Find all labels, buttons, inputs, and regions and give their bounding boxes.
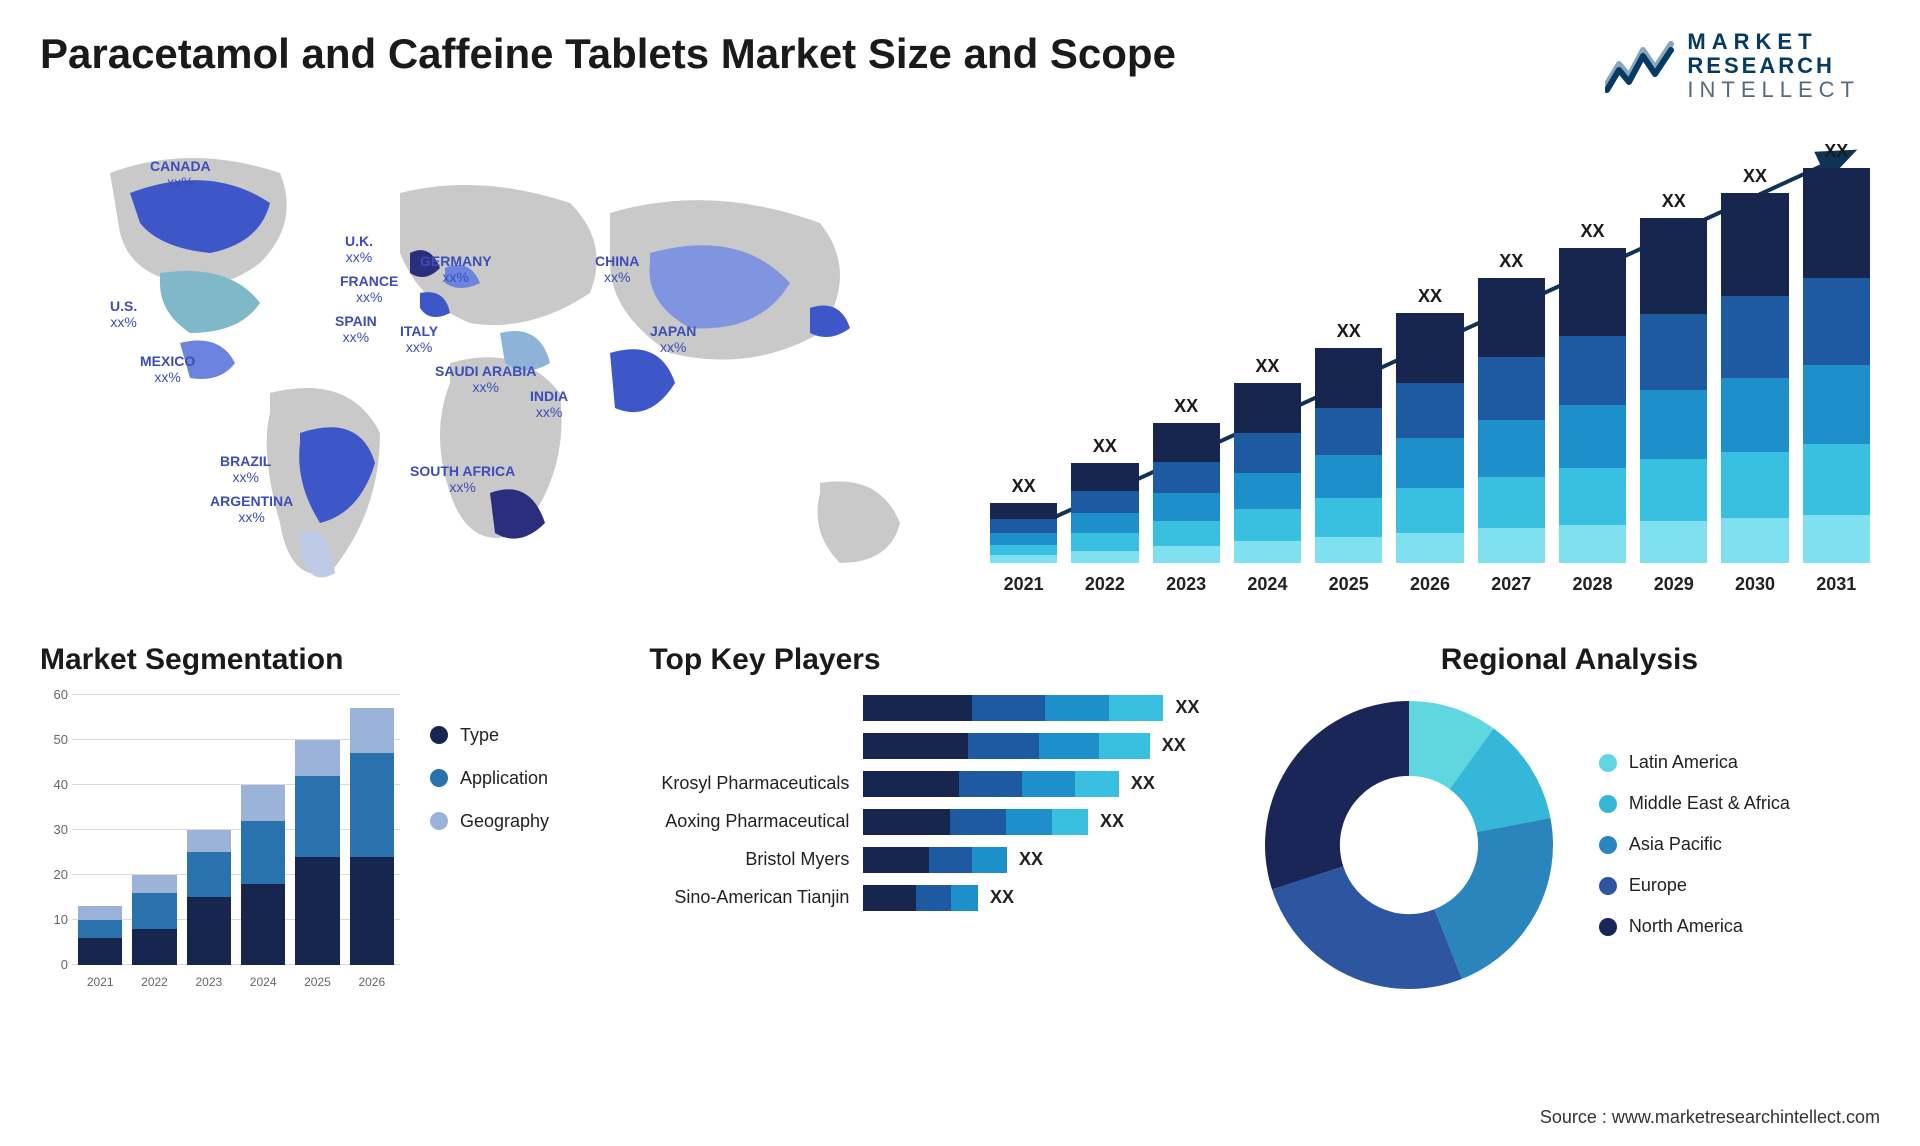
growth-value-label: XX (1580, 221, 1604, 242)
keyplayer-label: Bristol Myers (649, 849, 849, 870)
growth-value-label: XX (1093, 436, 1117, 457)
growth-bar-2022: XX (1071, 436, 1138, 563)
seg-legend-type: Type (430, 725, 549, 746)
keyplayer-value: XX (1100, 811, 1124, 832)
source-footer: Source : www.marketresearchintellect.com (1540, 1107, 1880, 1128)
map-label-india: INDIAxx% (530, 388, 568, 422)
keyplayer-row-3: Aoxing Pharmaceutical XX (649, 809, 1218, 835)
growth-year-2021: 2021 (990, 574, 1057, 595)
regional-legend-north-america: North America (1599, 916, 1790, 937)
growth-value-label: XX (1012, 476, 1036, 497)
map-label-germany: GERMANYxx% (420, 253, 492, 287)
segmentation-chart: 0102030405060 202120222023202420252026 (40, 695, 400, 995)
map-label-spain: SPAINxx% (335, 313, 377, 347)
growth-value-label: XX (1743, 166, 1767, 187)
segmentation-legend: Type Application Geography (430, 725, 549, 995)
keyplayer-value: XX (1162, 735, 1186, 756)
seg-bar-2022 (132, 875, 176, 965)
growth-bar-2030: XX (1721, 166, 1788, 563)
growth-year-2025: 2025 (1315, 574, 1382, 595)
map-label-saudiarabia: SAUDI ARABIAxx% (435, 363, 536, 397)
growth-value-label: XX (1337, 321, 1361, 342)
world-map-panel: CANADAxx% U.S.xx%MEXICOxx% BRAZILxx% ARGENT… (40, 133, 940, 603)
growth-value-label: XX (1418, 286, 1442, 307)
keyplayer-label: Aoxing Pharmaceutical (649, 811, 849, 832)
regional-donut (1259, 695, 1559, 995)
growth-year-2027: 2027 (1478, 574, 1545, 595)
growth-value-label: XX (1499, 251, 1523, 272)
map-label-southafrica: SOUTH AFRICAxx% (410, 463, 515, 497)
map-label-us: U.S.xx% (110, 298, 137, 332)
growth-year-2022: 2022 (1071, 574, 1138, 595)
growth-bar-2028: XX (1559, 221, 1626, 563)
keyplayer-row-1: XX (649, 733, 1218, 759)
keyplayer-value: XX (1175, 697, 1199, 718)
growth-year-2023: 2023 (1153, 574, 1220, 595)
growth-year-2030: 2030 (1721, 574, 1788, 595)
growth-year-2031: 2031 (1803, 574, 1870, 595)
growth-bar-2031: XX (1803, 141, 1870, 563)
keyplayers-title: Top Key Players (649, 643, 1218, 677)
seg-bar-2023 (187, 830, 231, 965)
map-label-brazil: BRAZILxx% (220, 453, 271, 487)
keyplayers-chart: XXXXKrosyl PharmaceuticalsXXAoxing Pharm… (649, 695, 1218, 911)
segmentation-title: Market Segmentation (40, 643, 609, 677)
keyplayer-value: XX (1019, 849, 1043, 870)
growth-year-2024: 2024 (1234, 574, 1301, 595)
regional-legend-europe: Europe (1599, 875, 1790, 896)
growth-value-label: XX (1824, 141, 1848, 162)
map-label-france: FRANCExx% (340, 273, 398, 307)
regional-legend-latin-america: Latin America (1599, 752, 1790, 773)
growth-bar-2023: XX (1153, 396, 1220, 563)
keyplayer-value: XX (1131, 773, 1155, 794)
logo-line3: INTELLECT (1687, 78, 1860, 102)
growth-value-label: XX (1174, 396, 1198, 417)
regional-legend-middle-east---africa: Middle East & Africa (1599, 793, 1790, 814)
brand-logo: MARKET RESEARCH INTELLECT (1605, 30, 1860, 103)
map-label-china: CHINAxx% (595, 253, 639, 287)
seg-bar-2021 (78, 906, 122, 965)
donut-seg-europe (1272, 866, 1462, 989)
growth-bar-2025: XX (1315, 321, 1382, 563)
seg-legend-geography: Geography (430, 811, 549, 832)
growth-bar-2024: XX (1234, 356, 1301, 563)
map-label-argentina: ARGENTINAxx% (210, 493, 293, 527)
keyplayer-row-4: Bristol Myers XX (649, 847, 1218, 873)
growth-year-2028: 2028 (1559, 574, 1626, 595)
seg-bar-2025 (295, 740, 339, 965)
logo-line2: RESEARCH (1687, 54, 1860, 78)
growth-bar-2021: XX (990, 476, 1057, 563)
map-label-italy: ITALYxx% (400, 323, 438, 357)
donut-seg-north-america (1265, 701, 1409, 889)
keyplayer-value: XX (990, 887, 1014, 908)
regional-legend: Latin America Middle East & Africa Asia Pa… (1599, 752, 1790, 937)
map-label-mexico: MEXICOxx% (140, 353, 195, 387)
map-label-japan: JAPANxx% (650, 323, 696, 357)
growth-bar-2027: XX (1478, 251, 1545, 563)
keyplayer-row-2: Krosyl Pharmaceuticals XX (649, 771, 1218, 797)
logo-line1: MARKET (1687, 30, 1860, 54)
regional-legend-asia-pacific: Asia Pacific (1599, 834, 1790, 855)
growth-chart: XX XX XX XX XX XX XX XX XX XX XX 2021 2022 2023 2024 2… (980, 133, 1880, 603)
keyplayer-label: Krosyl Pharmaceuticals (649, 773, 849, 794)
growth-bar-2029: XX (1640, 191, 1707, 563)
regional-title: Regional Analysis (1259, 643, 1880, 677)
seg-bar-2026 (350, 708, 394, 965)
seg-bar-2024 (241, 785, 285, 965)
growth-value-label: XX (1662, 191, 1686, 212)
map-label-uk: U.K.xx% (345, 233, 373, 267)
keyplayer-row-5: Sino-American Tianjin XX (649, 885, 1218, 911)
page-title: Paracetamol and Caffeine Tablets Market … (40, 30, 1176, 78)
keyplayer-label: Sino-American Tianjin (649, 887, 849, 908)
growth-bar-2026: XX (1396, 286, 1463, 563)
growth-year-2026: 2026 (1396, 574, 1463, 595)
growth-year-2029: 2029 (1640, 574, 1707, 595)
seg-legend-application: Application (430, 768, 549, 789)
growth-value-label: XX (1255, 356, 1279, 377)
keyplayer-row-0: XX (649, 695, 1218, 721)
map-label-canada: CANADAxx% (150, 158, 211, 192)
